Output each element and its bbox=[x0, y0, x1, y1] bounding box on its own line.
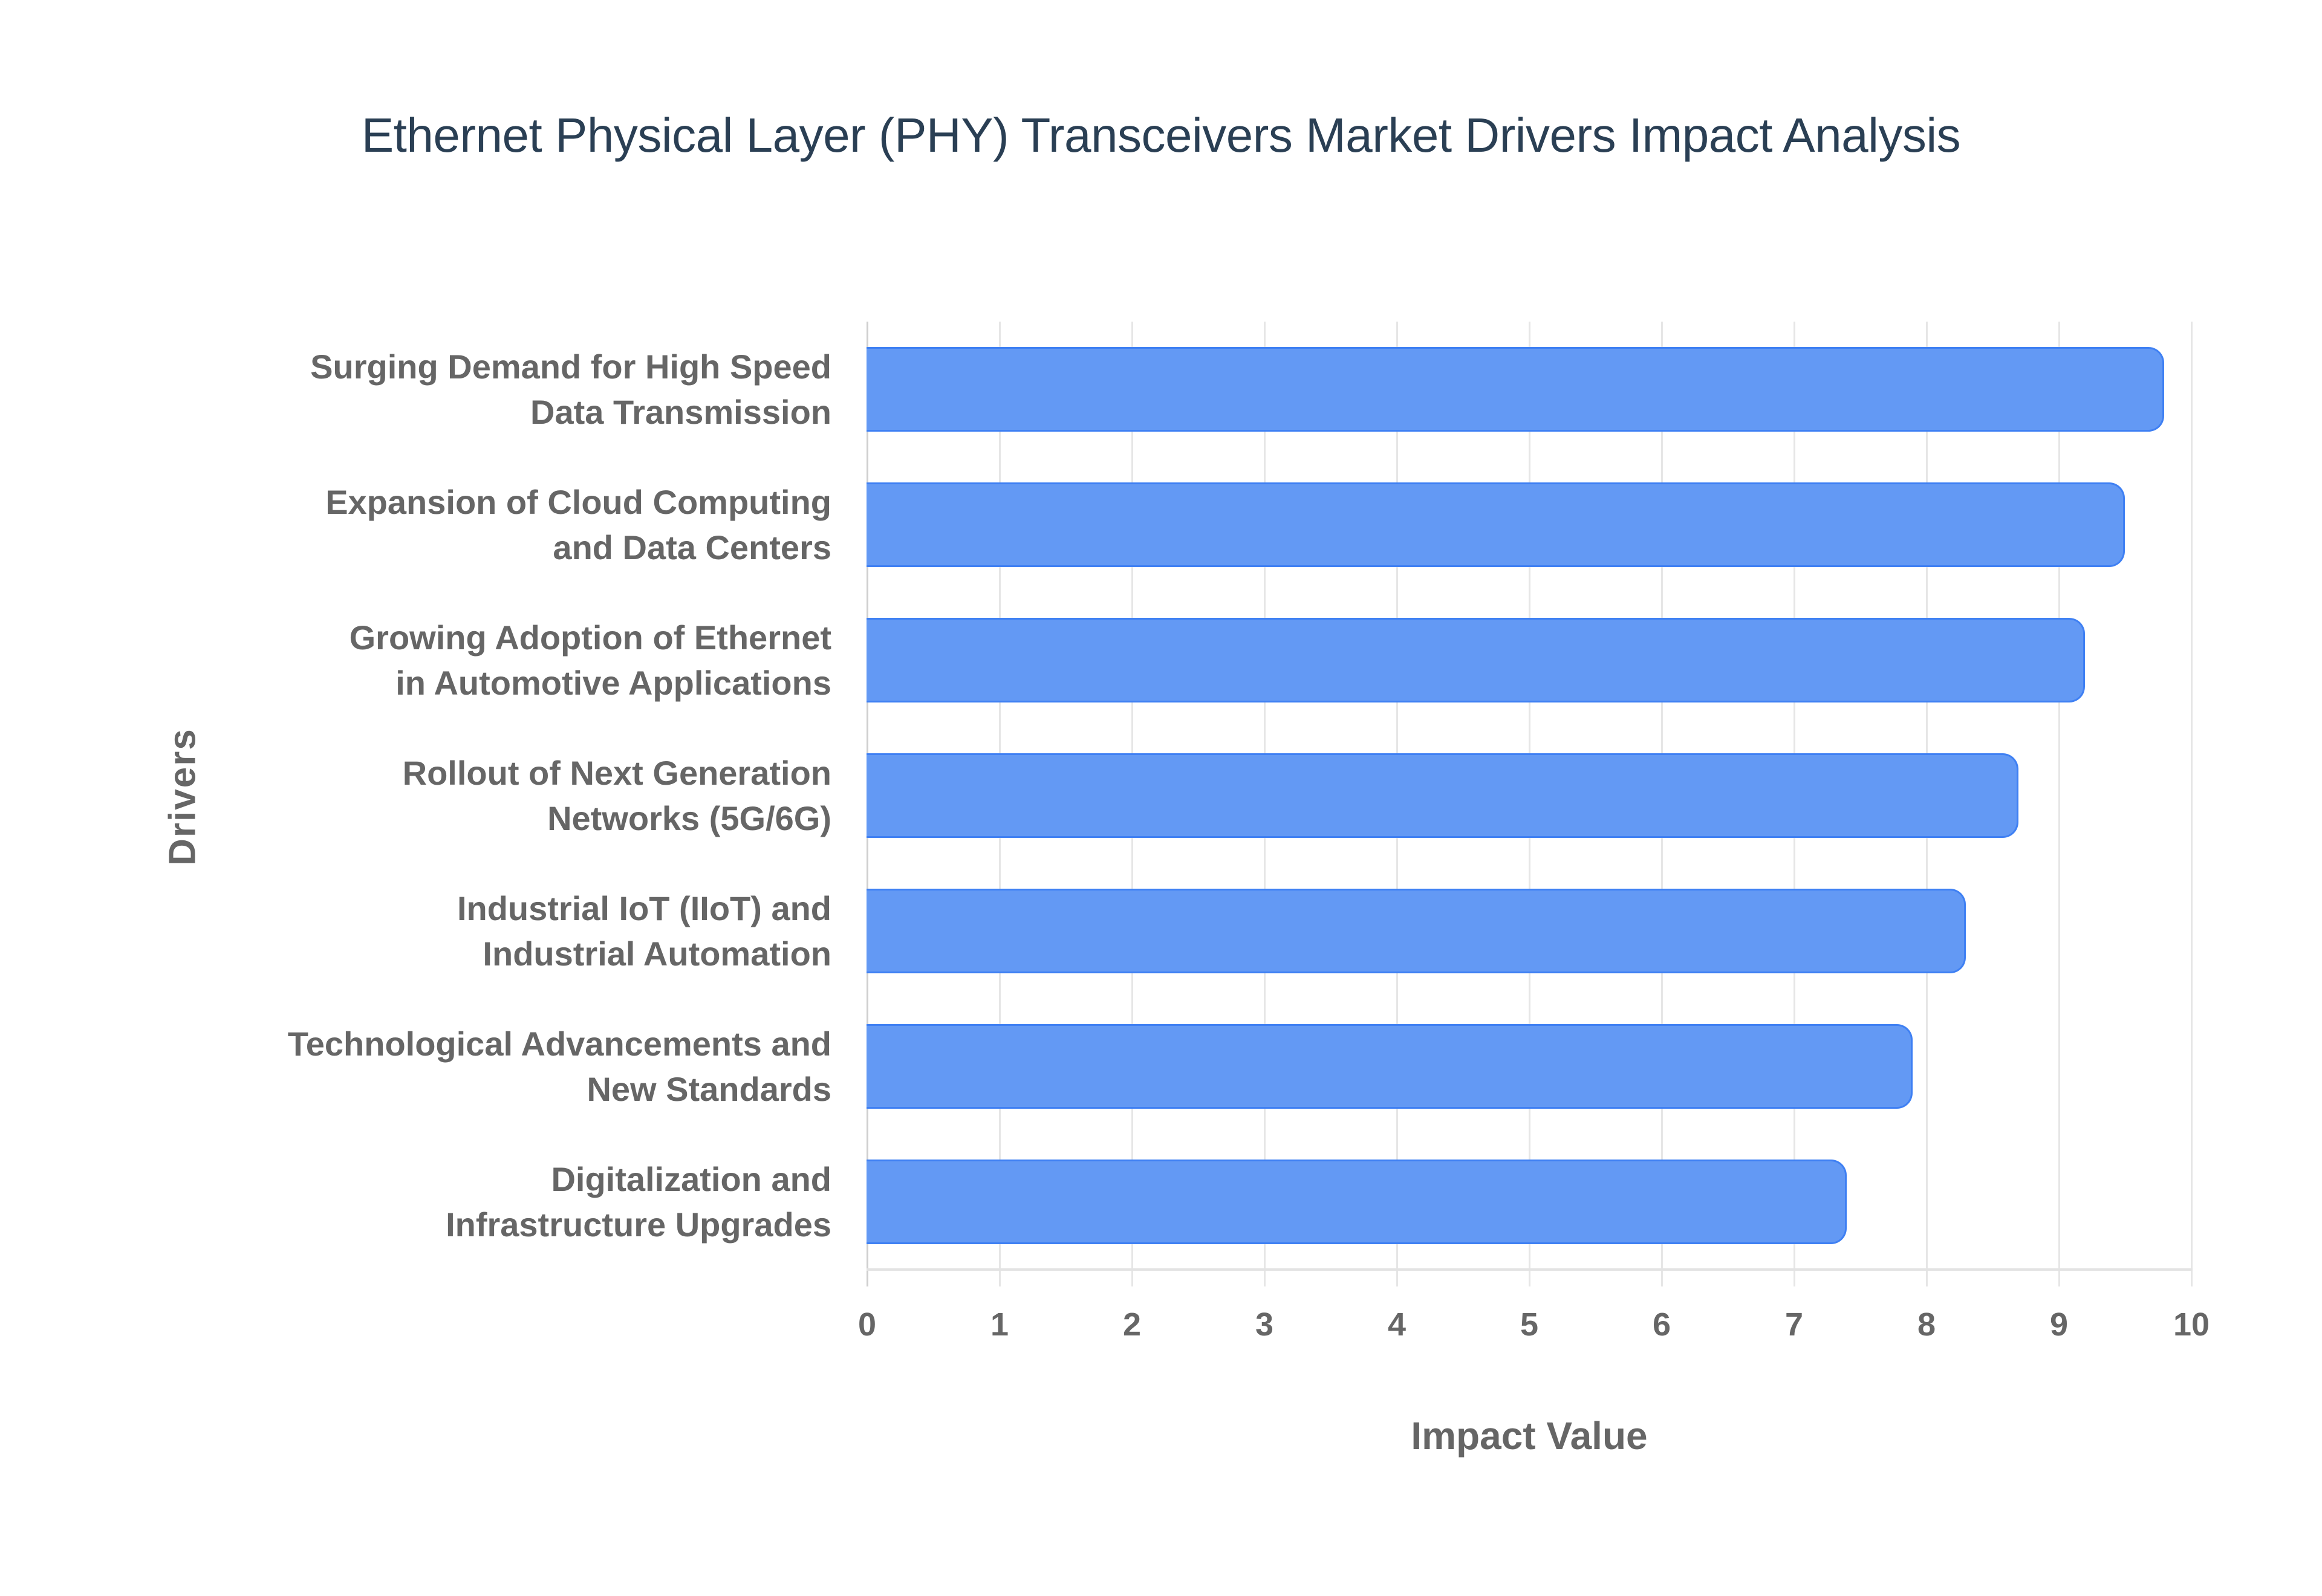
x-tick-label: 6 bbox=[1652, 1306, 1671, 1343]
category-label: Technological Advancements and New Stand… bbox=[287, 1025, 831, 1108]
x-tick-label: 10 bbox=[2173, 1306, 2210, 1343]
x-tick-label: 4 bbox=[1387, 1306, 1407, 1343]
bar[interactable] bbox=[867, 618, 2085, 702]
x-axis-line bbox=[867, 1268, 2193, 1271]
x-tick-label: 2 bbox=[1122, 1306, 1142, 1343]
bar[interactable] bbox=[867, 753, 2019, 838]
x-tick-label: 5 bbox=[1520, 1306, 1539, 1343]
category-label: Growing Adoption of Ethernet in Automoti… bbox=[349, 618, 831, 702]
x-axis-title: Impact Value bbox=[1411, 1414, 1648, 1458]
bar[interactable] bbox=[867, 889, 1966, 973]
x-tick-label: 0 bbox=[857, 1306, 877, 1343]
bar[interactable] bbox=[867, 347, 2165, 432]
x-tick-label: 7 bbox=[1784, 1306, 1804, 1343]
category-label: Surging Demand for High Speed Data Trans… bbox=[310, 348, 831, 431]
category-label: Industrial IoT (IIoT) and Industrial Aut… bbox=[457, 889, 831, 973]
category-label: Expansion of Cloud Computing and Data Ce… bbox=[325, 483, 831, 566]
gridline-10 bbox=[2191, 322, 2193, 1286]
x-tick-label: 9 bbox=[2049, 1306, 2069, 1343]
x-tick-label: 1 bbox=[990, 1306, 1009, 1343]
category-label: Digitalization and Infrastructure Upgrad… bbox=[446, 1160, 831, 1244]
bar[interactable] bbox=[867, 482, 2125, 567]
bar[interactable] bbox=[867, 1024, 1913, 1109]
x-tick-label: 3 bbox=[1255, 1306, 1274, 1343]
category-label: Rollout of Next Generation Networks (5G/… bbox=[402, 754, 831, 837]
plot-area bbox=[867, 322, 2193, 1286]
bar[interactable] bbox=[867, 1160, 1847, 1244]
x-tick-label: 8 bbox=[1917, 1306, 1936, 1343]
chart-title: Ethernet Physical Layer (PHY) Transceive… bbox=[361, 108, 1961, 162]
gridline-9 bbox=[2058, 322, 2060, 1286]
